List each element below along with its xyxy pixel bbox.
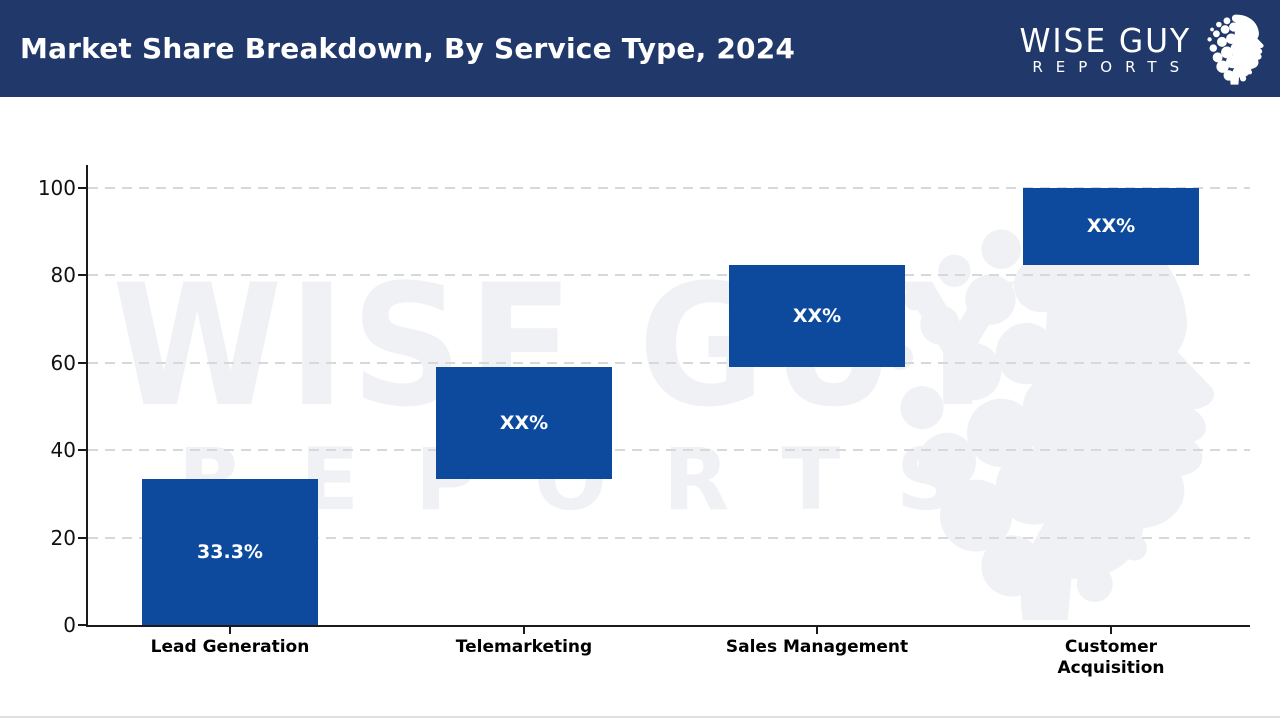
y-tick-label: 100 [37, 175, 76, 200]
bar-telemarketing: XX% [436, 366, 612, 480]
x-axis-label: Customer Acquisition [1057, 637, 1165, 678]
x-tick-mark [816, 627, 818, 634]
header-bar: Market Share Breakdown, By Service Type,… [0, 0, 1280, 97]
y-tick-label: 40 [50, 438, 76, 463]
bar-value-label: XX% [792, 305, 842, 328]
x-axis-label: Telemarketing [455, 637, 593, 657]
bar-value-label: XX% [1086, 215, 1136, 238]
y-tick-label: 20 [50, 525, 76, 550]
y-tick-mark [78, 186, 86, 189]
y-tick-mark [78, 624, 86, 626]
watermark-head-icon [887, 213, 1215, 620]
gridline [88, 361, 1250, 364]
gridline [88, 186, 1250, 189]
x-tick-mark [523, 627, 525, 634]
y-tick-mark [78, 361, 86, 364]
gridline [88, 274, 1250, 277]
x-axis-label: Lead Generation [150, 637, 310, 657]
bottom-divider [0, 716, 1280, 718]
bar-lead-generation: 33.3% [142, 479, 318, 625]
brand-logo: WISE GUY REPORTS [1015, 12, 1280, 86]
y-tick-mark [78, 274, 86, 277]
brand-logo-text: WISE GUY REPORTS [1015, 21, 1196, 76]
brand-subtitle: REPORTS [1032, 58, 1193, 76]
y-axis-line [86, 165, 88, 627]
x-tick-mark [229, 627, 231, 634]
y-tick-mark [78, 536, 86, 539]
y-tick-label: 80 [50, 263, 76, 288]
bar-value-label: XX% [499, 412, 549, 435]
brand-name: WISE GUY [1019, 21, 1192, 60]
x-axis-label: Sales Management [725, 637, 909, 657]
y-tick-label: 0 [63, 613, 76, 637]
page-title: Market Share Breakdown, By Service Type,… [20, 32, 796, 65]
bar-value-label: 33.3% [197, 541, 263, 564]
x-axis-line [86, 625, 1250, 627]
bar-customer-acquisition: XX% [1023, 187, 1199, 266]
gridline [88, 536, 1250, 539]
brand-head-icon [1207, 14, 1264, 85]
bar-sales-management: XX% [729, 265, 905, 367]
x-tick-mark [1110, 627, 1112, 634]
gridline [88, 449, 1250, 452]
y-tick-mark [78, 449, 86, 452]
y-tick-label: 60 [50, 350, 76, 375]
